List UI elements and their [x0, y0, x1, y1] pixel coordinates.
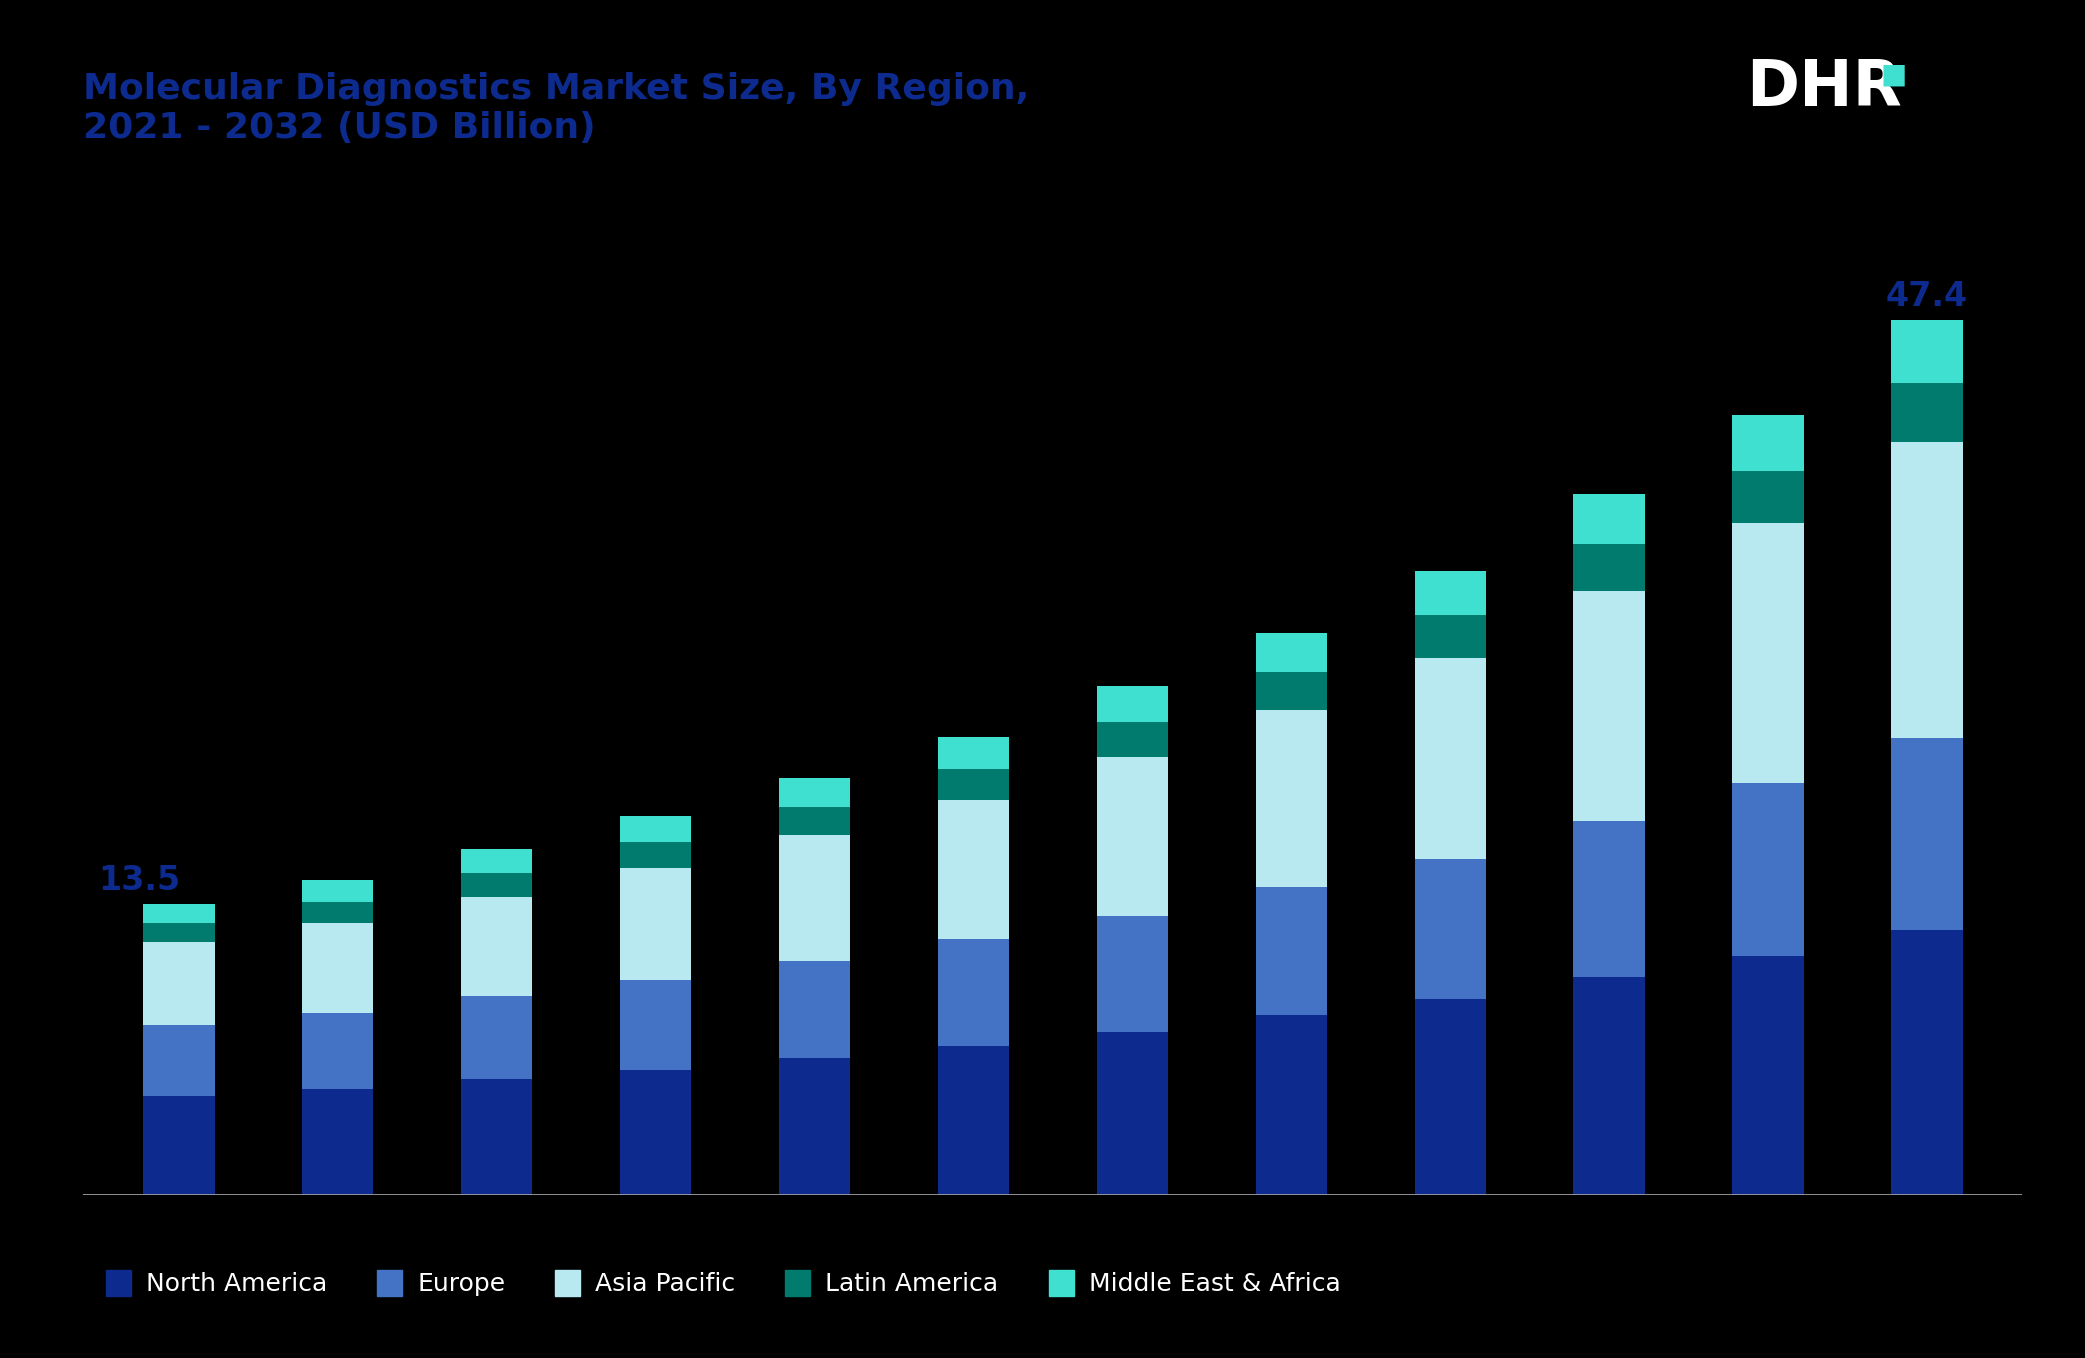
Bar: [302, 1013, 373, 1089]
Bar: [461, 850, 532, 873]
Bar: [302, 1089, 373, 1195]
Bar: [1574, 978, 1645, 1195]
Bar: [1574, 592, 1645, 822]
Bar: [938, 769, 1009, 800]
Bar: [780, 1058, 851, 1195]
Bar: [1097, 686, 1168, 721]
Bar: [1255, 887, 1326, 1016]
Bar: [1733, 784, 1804, 956]
Bar: [144, 1096, 215, 1195]
Text: DHR: DHR: [1747, 57, 1902, 120]
Bar: [461, 873, 532, 896]
Bar: [619, 842, 692, 868]
Text: 47.4: 47.4: [1887, 280, 1968, 314]
Bar: [302, 902, 373, 923]
Bar: [144, 904, 215, 923]
Bar: [1733, 416, 1804, 471]
Bar: [938, 800, 1009, 940]
Bar: [461, 896, 532, 997]
Bar: [1414, 572, 1487, 615]
Bar: [1891, 320, 1962, 383]
Bar: [1891, 383, 1962, 443]
Bar: [1414, 657, 1487, 858]
Bar: [619, 979, 692, 1070]
Bar: [1414, 998, 1487, 1195]
Bar: [1414, 615, 1487, 657]
Text: ■: ■: [1881, 61, 1906, 88]
Bar: [144, 923, 215, 941]
Bar: [1255, 710, 1326, 887]
Bar: [1255, 1016, 1326, 1195]
Bar: [1891, 930, 1962, 1195]
Bar: [1733, 523, 1804, 784]
Bar: [619, 1070, 692, 1195]
Bar: [302, 923, 373, 1013]
Bar: [780, 778, 851, 807]
Bar: [619, 816, 692, 842]
Bar: [1733, 956, 1804, 1195]
Bar: [1574, 545, 1645, 592]
Legend: North America, Europe, Asia Pacific, Latin America, Middle East & Africa: North America, Europe, Asia Pacific, Lat…: [96, 1260, 1351, 1306]
Bar: [1097, 1032, 1168, 1195]
Bar: [938, 737, 1009, 769]
Bar: [461, 997, 532, 1080]
Bar: [1255, 672, 1326, 710]
Bar: [938, 1046, 1009, 1195]
Text: Molecular Diagnostics Market Size, By Region,
2021 - 2032 (USD Billion): Molecular Diagnostics Market Size, By Re…: [83, 72, 1030, 145]
Bar: [1574, 494, 1645, 545]
Bar: [1255, 633, 1326, 672]
Bar: [619, 868, 692, 979]
Bar: [1891, 443, 1962, 739]
Bar: [1097, 758, 1168, 915]
Bar: [1574, 822, 1645, 978]
Text: 13.5: 13.5: [98, 864, 179, 896]
Bar: [780, 807, 851, 835]
Bar: [780, 835, 851, 960]
Bar: [144, 941, 215, 1024]
Bar: [1097, 915, 1168, 1032]
Bar: [461, 1080, 532, 1195]
Bar: [938, 940, 1009, 1046]
Bar: [144, 1024, 215, 1096]
Bar: [1733, 471, 1804, 523]
Bar: [780, 960, 851, 1058]
Bar: [302, 880, 373, 902]
Bar: [1097, 721, 1168, 758]
Bar: [1891, 739, 1962, 930]
Bar: [1414, 858, 1487, 998]
